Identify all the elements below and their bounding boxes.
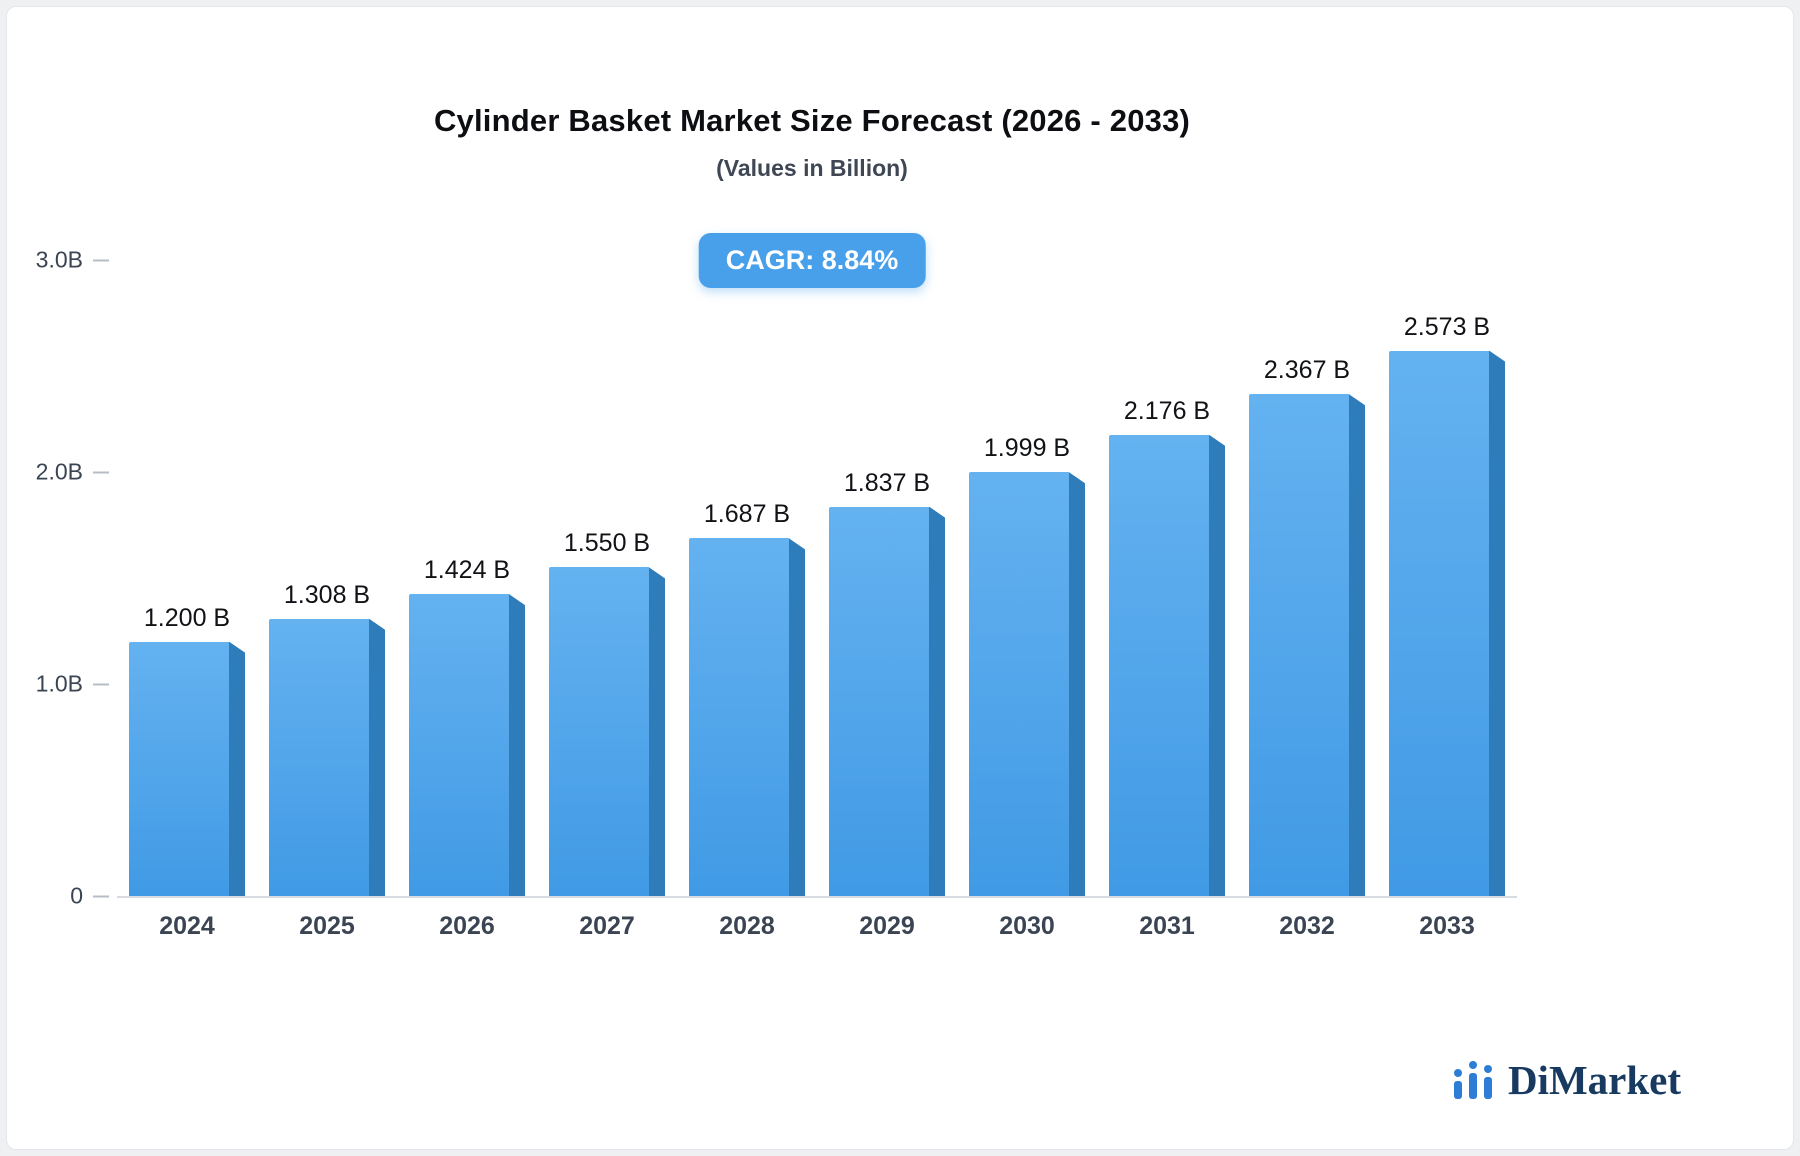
- bar-side-shadow: [1489, 350, 1505, 896]
- chart-card: Cylinder Basket Market Size Forecast (20…: [6, 6, 1794, 1150]
- bar-group: 1.999 B: [957, 260, 1097, 896]
- bar-side-shadow: [929, 506, 945, 896]
- bar: [549, 567, 665, 896]
- bar-group: 1.200 B: [117, 260, 257, 896]
- x-tick-label: 2025: [299, 912, 355, 940]
- bar-group: 1.308 B: [257, 260, 397, 896]
- x-tick-label: 2031: [1139, 912, 1195, 940]
- bar-face: [409, 594, 509, 896]
- bar-value-label: 2.367 B: [1263, 356, 1351, 385]
- y-tick-label: 1.0B: [35, 670, 83, 697]
- x-tick-label: 2032: [1279, 912, 1335, 940]
- x-tick-label: 2030: [999, 912, 1055, 940]
- bar-group: 2.367 B: [1237, 260, 1377, 896]
- bar-chart-icon: [1453, 1061, 1492, 1099]
- bar-group: 2.573 B: [1377, 260, 1517, 896]
- bar-value-label: 1.424 B: [423, 556, 511, 585]
- bar: [1109, 434, 1225, 896]
- x-tick-label: 2024: [159, 912, 215, 940]
- bar-value-label: 2.176 B: [1123, 396, 1211, 425]
- bar-side-shadow: [1209, 434, 1225, 896]
- y-tick-label: 0: [70, 882, 83, 909]
- bar-side-shadow: [509, 594, 525, 896]
- bar-side-shadow: [1069, 472, 1085, 896]
- x-tick-label: 2026: [439, 912, 495, 940]
- brand-wordmark: DiMarket: [1507, 1057, 1681, 1103]
- plot-area: 1.200 B 1.308 B 1.424 B 1.550 B 1.687 B 1.837…: [36, 247, 1517, 940]
- bar-value-label: 1.308 B: [283, 580, 371, 609]
- bar-side-shadow: [649, 567, 665, 896]
- bar-face: [269, 618, 369, 896]
- bar-group: 1.837 B: [817, 260, 957, 896]
- bar-group: 2.176 B: [1097, 260, 1237, 896]
- y-tick-mark: [93, 683, 109, 685]
- y-tick-mark: [93, 259, 109, 261]
- y-tick: 0: [5, 883, 109, 910]
- bar-value-label: 1.999 B: [983, 434, 1071, 463]
- bar-face: [1249, 394, 1349, 896]
- chart-title: Cylinder Basket Market Size Forecast (20…: [433, 103, 1191, 138]
- bar-face: [129, 641, 229, 896]
- bar-side-shadow: [789, 538, 805, 896]
- bar-face: [1389, 350, 1489, 896]
- bar-side-shadow: [369, 618, 385, 896]
- bar-side-shadow: [1349, 394, 1365, 896]
- bar-face: [829, 506, 929, 896]
- bar-value-label: 2.573 B: [1403, 312, 1491, 341]
- x-tick-label: 2027: [579, 912, 635, 940]
- bar-face: [689, 538, 789, 896]
- brand-logo: DiMarket: [1450, 1057, 1681, 1101]
- bar-group: 1.687 B: [677, 260, 817, 896]
- bar-face: [1109, 434, 1209, 896]
- bar: [129, 641, 245, 896]
- bar-group: 1.424 B: [397, 260, 537, 896]
- x-axis: 2024 2025 2026 2027 2028 2029 2030 2031 2032 2033: [117, 896, 1517, 941]
- bar: [969, 472, 1085, 896]
- bar-face: [549, 567, 649, 896]
- y-tick: 1.0B: [5, 671, 109, 698]
- bar: [689, 538, 805, 896]
- bar: [1389, 350, 1505, 896]
- bar: [409, 594, 525, 896]
- bar-value-label: 1.200 B: [143, 603, 231, 632]
- x-tick-label: 2033: [1419, 912, 1475, 940]
- y-tick-mark: [93, 895, 109, 897]
- cagr-badge: CAGR: 8.84%: [698, 233, 926, 288]
- bar-group: 1.550 B: [537, 260, 677, 896]
- bars-row: 1.200 B 1.308 B 1.424 B 1.550 B 1.687 B 1.837…: [117, 260, 1517, 896]
- bar-value-label: 1.837 B: [843, 468, 931, 497]
- y-tick: 2.0B: [5, 459, 109, 486]
- chart-subtitle: (Values in Billion): [716, 155, 908, 181]
- y-tick: 3.0B: [5, 247, 109, 274]
- bar-value-label: 1.550 B: [563, 529, 651, 558]
- bar-value-label: 1.687 B: [703, 500, 791, 529]
- x-tick-label: 2029: [859, 912, 915, 940]
- y-tick-label: 3.0B: [35, 246, 83, 273]
- bar: [269, 618, 385, 896]
- bar: [1249, 394, 1365, 896]
- y-tick-label: 2.0B: [35, 458, 83, 485]
- x-tick-label: 2028: [719, 912, 775, 940]
- bar-face: [969, 472, 1069, 896]
- y-tick-mark: [93, 471, 109, 473]
- bar-side-shadow: [229, 641, 245, 896]
- bar: [829, 506, 945, 896]
